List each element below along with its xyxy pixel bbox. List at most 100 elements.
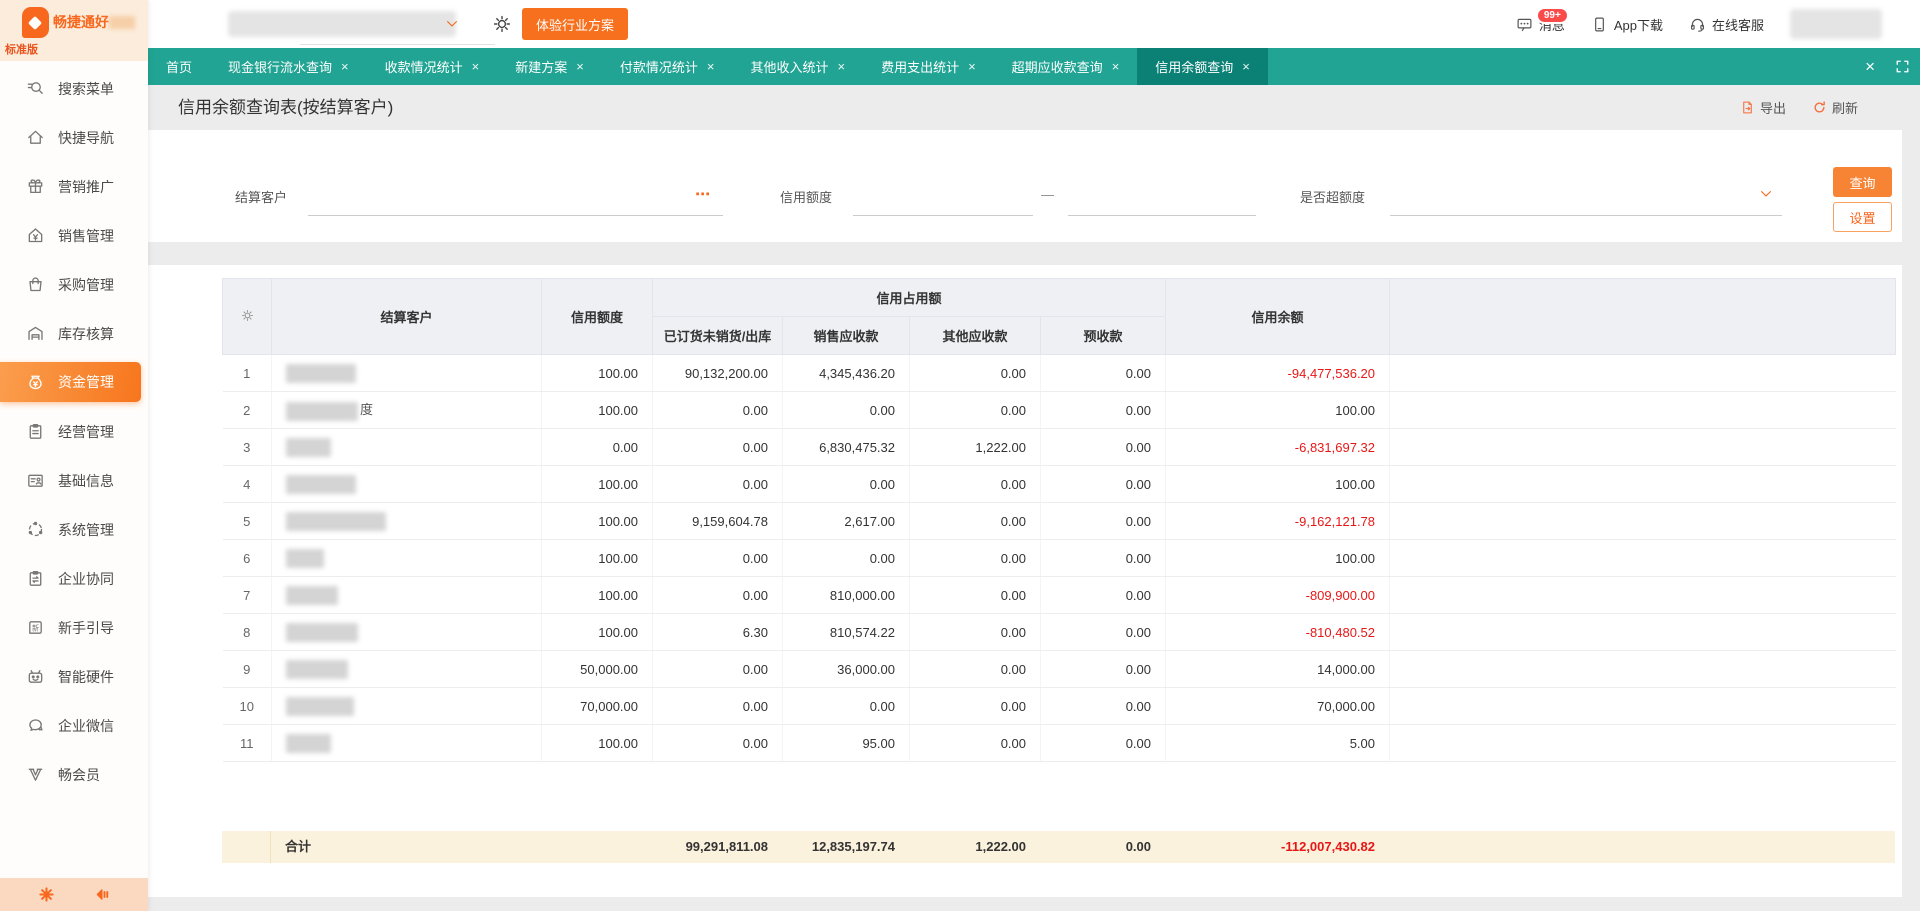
refresh-button[interactable]: 刷新 <box>1812 98 1858 117</box>
table-row[interactable]: 11 100.00 0.00 95.00 0.00 0.00 5.00 <box>222 724 1896 762</box>
trial-plan-button[interactable]: 体验行业方案 <box>522 8 629 40</box>
sale-icon <box>26 226 45 245</box>
sidebar-item-12[interactable]: 智能硬件 <box>0 652 148 701</box>
col-header-filler <box>1389 278 1897 355</box>
sidebar-item-7[interactable]: 经营管理 <box>0 407 148 456</box>
customer-picker-ellipsis-icon[interactable]: ⋯ <box>695 186 711 203</box>
topbar-right: 消息 99+ App下载 在线客服 <box>1516 0 1882 48</box>
customer-cell <box>271 613 542 651</box>
sidebar-item-8[interactable]: 基础信息 <box>0 456 148 505</box>
gear-icon[interactable] <box>492 14 512 34</box>
value-cell: 810,000.00 <box>782 576 910 614</box>
total-value <box>541 831 652 863</box>
tab-6[interactable]: 费用支出统计 × <box>863 48 994 85</box>
tab-close-icon[interactable]: × <box>471 59 480 74</box>
table-row[interactable]: 2 度 100.00 0.00 0.00 0.00 0.00 100.00 <box>222 391 1896 429</box>
sidebar-item-4[interactable]: 采购管理 <box>0 260 148 309</box>
sidebar-item-13[interactable]: 企业微信 <box>0 701 148 750</box>
value-cell: 0.00 <box>652 391 783 429</box>
sidebar-item-2[interactable]: 营销推广 <box>0 162 148 211</box>
customer-cell: 度 <box>271 391 542 429</box>
sidebar-item-label: 基础信息 <box>58 472 114 489</box>
value-cell: 2,617.00 <box>782 502 910 540</box>
tab-0[interactable]: 首页 <box>148 48 210 85</box>
table-row[interactable]: 4 100.00 0.00 0.00 0.00 0.00 100.00 <box>222 465 1896 503</box>
redacted-customer-name <box>286 659 348 679</box>
customer-name-fragment: 度 <box>360 402 374 418</box>
col-header-credit-balance: 信用余额 <box>1165 278 1391 355</box>
redacted-customer-name <box>286 511 386 531</box>
table-row[interactable]: 10 70,000.00 0.00 0.00 0.00 0.00 70,000.00 <box>222 687 1896 725</box>
value-cell: 0.00 <box>909 576 1041 614</box>
close-all-tabs-icon[interactable]: × <box>1865 56 1875 76</box>
redacted-user-info[interactable] <box>1790 9 1882 39</box>
tab-4[interactable]: 付款情况统计 × <box>602 48 733 85</box>
value-cell: 0.00 <box>652 539 783 577</box>
redacted-company-name[interactable] <box>228 11 456 37</box>
table-row[interactable]: 9 50,000.00 0.00 36,000.00 0.00 0.00 14,000.00 <box>222 650 1896 688</box>
settings-button[interactable]: 设置 <box>1833 202 1892 232</box>
collapse-sidebar-icon[interactable] <box>93 886 110 903</box>
total-label: 合计 <box>285 839 312 854</box>
tab-8[interactable]: 信用余额查询 × <box>1137 48 1268 85</box>
value-cell: 70,000.00 <box>541 687 653 725</box>
value-cell: -9,162,121.78 <box>1165 502 1391 540</box>
credit-limit-from-input[interactable] <box>853 215 1033 216</box>
settings-gear-icon[interactable] <box>38 886 55 903</box>
sidebar-item-9[interactable]: 系统管理 <box>0 505 148 554</box>
value-cell: 0.00 <box>909 354 1041 392</box>
sidebar-item-0[interactable]: 搜索菜单 <box>0 64 148 113</box>
tab-2[interactable]: 收款情况统计 × <box>367 48 498 85</box>
sidebar-item-5[interactable]: 库存核算 <box>0 309 148 358</box>
export-button[interactable]: 导出 <box>1740 98 1786 117</box>
fullscreen-icon[interactable] <box>1895 59 1910 74</box>
tab-1[interactable]: 现金银行流水查询 × <box>210 48 367 85</box>
tab-close-icon[interactable]: × <box>341 59 349 74</box>
sidebar-item-10[interactable]: 企业协同 <box>0 554 148 603</box>
app-download-button[interactable]: App下载 <box>1591 15 1663 34</box>
tab-close-icon[interactable]: × <box>837 59 846 74</box>
tab-close-icon[interactable]: × <box>706 59 715 74</box>
table-row[interactable]: 5 100.00 9,159,604.78 2,617.00 0.00 0.00 -9,16… <box>222 502 1896 540</box>
messages-button[interactable]: 消息 99+ <box>1516 6 1569 34</box>
online-support-label: 在线客服 <box>1711 17 1764 33</box>
search-icon <box>26 79 45 98</box>
col-header-sales-ar: 销售应收款 <box>782 316 910 355</box>
sidebar-item-14[interactable]: 畅会员 <box>0 750 148 799</box>
tab-5[interactable]: 其他收入统计 × <box>732 48 863 85</box>
row-number: 6 <box>222 539 272 577</box>
sidebar-item-11[interactable]: 新 新手引导 <box>0 603 148 652</box>
chevron-down-icon[interactable] <box>444 16 460 32</box>
tab-close-icon[interactable]: × <box>1111 59 1120 74</box>
sidebar-item-6[interactable]: 资金管理 <box>0 362 141 402</box>
value-cell: 100.00 <box>541 354 653 392</box>
row-number: 9 <box>222 650 272 688</box>
brand-logo-icon <box>22 7 49 38</box>
sidebar-item-3[interactable]: 销售管理 <box>0 211 148 260</box>
money-icon <box>26 373 45 392</box>
query-button[interactable]: 查询 <box>1833 167 1892 197</box>
chevron-down-icon[interactable] <box>1758 186 1774 202</box>
tab-label: 收款情况统计 <box>384 60 463 75</box>
value-cell: 1,222.00 <box>909 428 1041 466</box>
online-support-button[interactable]: 在线客服 <box>1689 15 1764 34</box>
sidebar-item-label: 畅会员 <box>58 766 100 783</box>
table-row[interactable]: 7 100.00 0.00 810,000.00 0.00 0.00 -809,900.00 <box>222 576 1896 614</box>
tab-3[interactable]: 新建方案 × <box>497 48 602 85</box>
table-row[interactable]: 8 100.00 6.30 810,574.22 0.00 0.00 -810,480.52 <box>222 613 1896 651</box>
sidebar-item-1[interactable]: 快捷导航 <box>0 113 148 162</box>
table-row[interactable]: 1 100.00 90,132,200.00 4,345,436.20 0.00 0.00… <box>222 354 1896 392</box>
over-limit-select[interactable] <box>1390 215 1782 216</box>
row-number: 1 <box>222 354 272 392</box>
value-cell: 6,830,475.32 <box>782 428 910 466</box>
column-settings-gear-icon[interactable] <box>240 308 255 323</box>
table-row[interactable]: 6 100.00 0.00 0.00 0.00 0.00 100.00 <box>222 539 1896 577</box>
credit-limit-to-input[interactable] <box>1068 215 1256 216</box>
customer-filter-input[interactable] <box>308 215 723 216</box>
tab-7[interactable]: 超期应收款查询 × <box>994 48 1138 85</box>
value-cell: 100.00 <box>1165 465 1391 503</box>
tab-close-icon[interactable]: × <box>576 59 584 74</box>
table-row[interactable]: 3 0.00 0.00 6,830,475.32 1,222.00 0.00 -6,831,… <box>222 428 1896 466</box>
tab-close-icon[interactable]: × <box>968 59 976 74</box>
tab-close-icon[interactable]: × <box>1242 59 1250 74</box>
